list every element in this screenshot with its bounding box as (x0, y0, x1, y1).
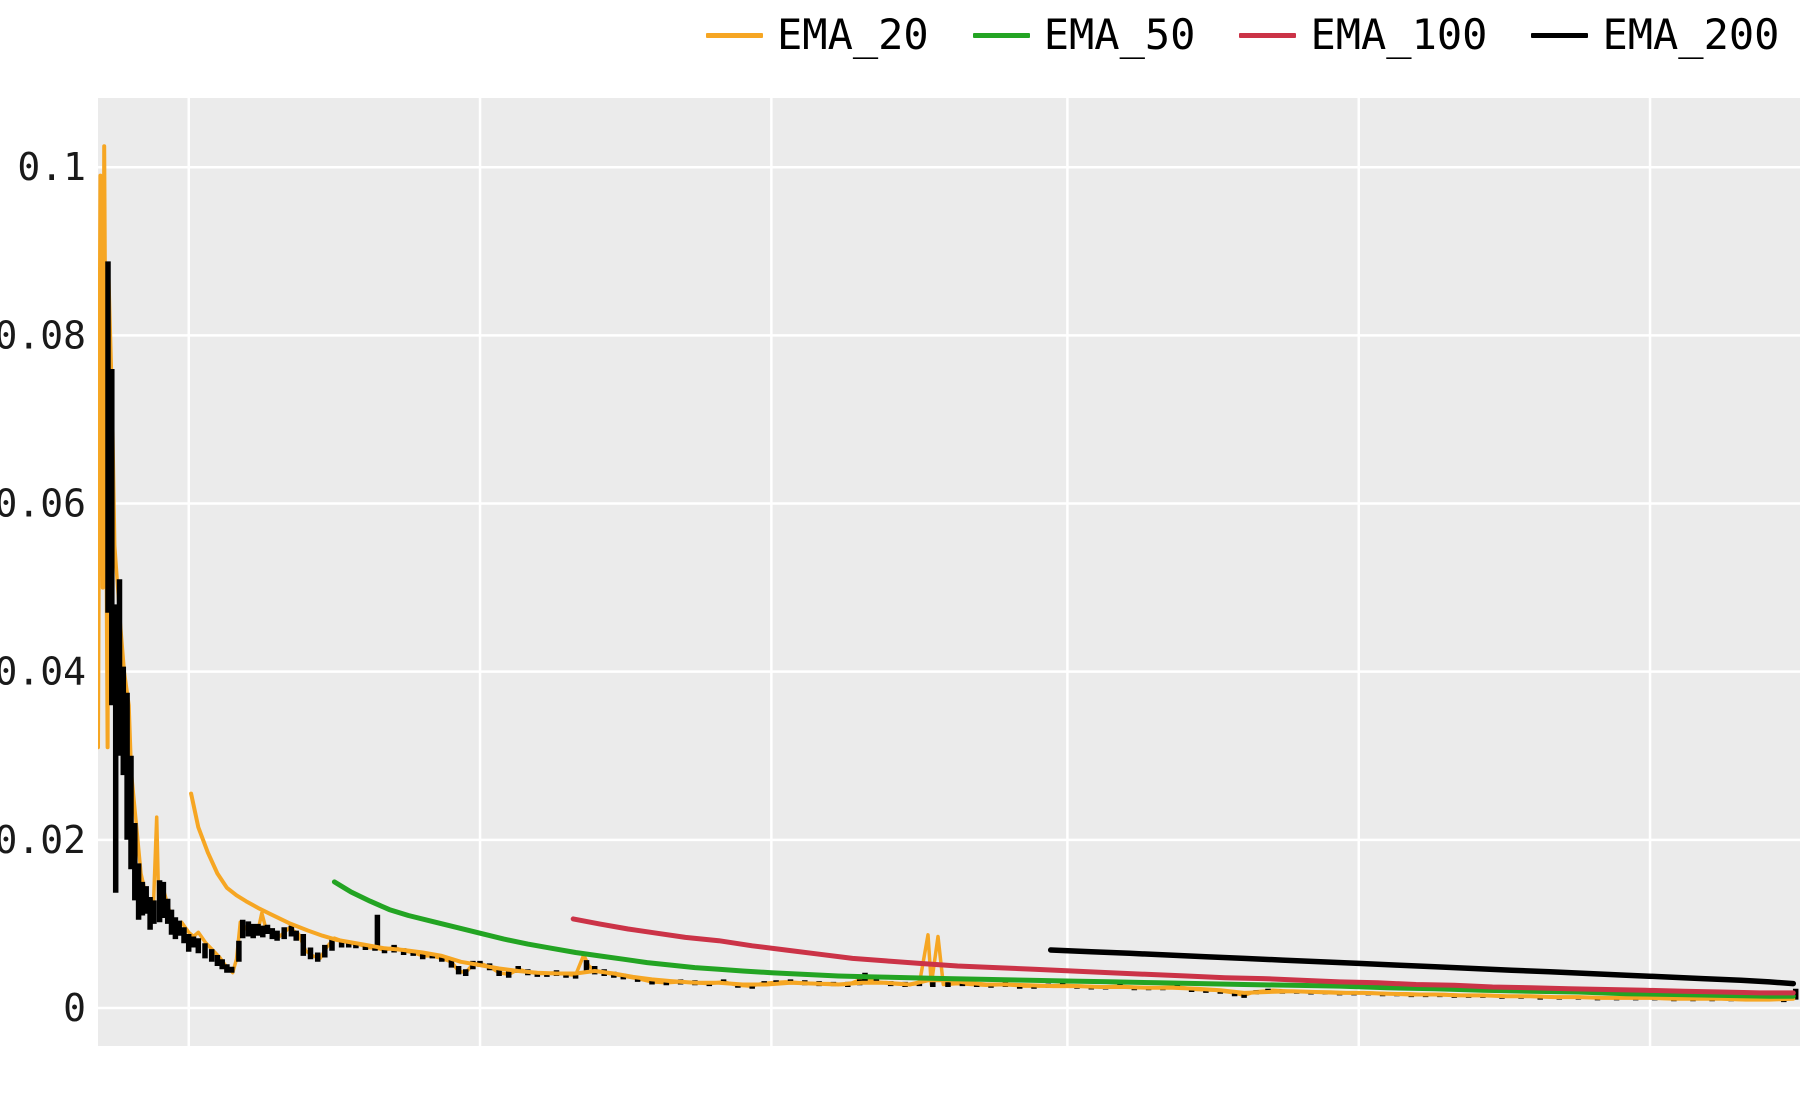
series-ema-20 (189, 791, 1796, 1002)
legend: EMA_20 EMA_50 EMA_100 EMA_200 (706, 12, 1779, 58)
series-ema-100 (570, 916, 1796, 996)
legend-label-ema-200: EMA_200 (1602, 10, 1780, 59)
legend-item-ema-20: EMA_20 (706, 14, 929, 56)
legend-item-ema-200: EMA_200 (1531, 14, 1779, 56)
plot-area (98, 98, 1800, 1046)
series-close-early-spike (98, 144, 111, 750)
legend-label-ema-20: EMA_20 (777, 10, 929, 59)
legend-item-ema-50: EMA_50 (972, 10, 1196, 59)
y-tick-label: 0.08 (0, 313, 86, 357)
series-ema-200 (1047, 947, 1797, 987)
series-ema-50 (331, 879, 1796, 999)
legend-label-ema-50: EMA_50 (1043, 10, 1196, 59)
ema-200-line-icon (1531, 32, 1589, 38)
ema-50-line-icon (972, 32, 1030, 38)
y-tick-label: 0.1 (17, 145, 86, 189)
legend-label-ema-100: EMA_100 (1310, 10, 1488, 59)
y-tick-label: 0.02 (0, 818, 86, 862)
y-tick-label: 0 (63, 986, 86, 1030)
ema-100-line-icon (1239, 32, 1297, 38)
legend-item-ema-100: EMA_100 (1239, 14, 1487, 56)
ema-20-line-icon (706, 32, 763, 38)
y-tick-label: 0.04 (0, 650, 86, 694)
y-tick-label: 0.06 (0, 482, 86, 526)
